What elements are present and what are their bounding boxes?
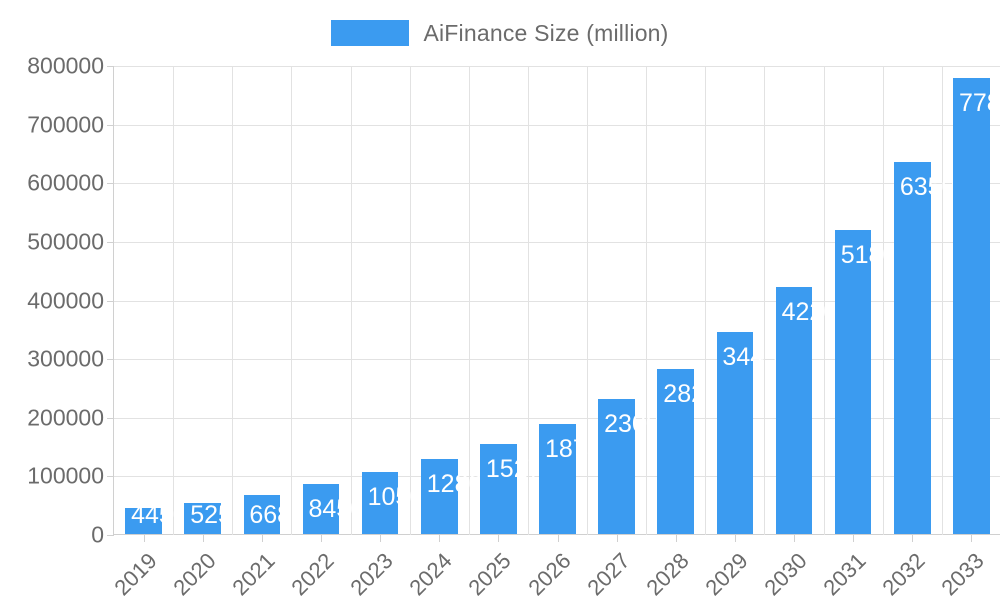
vertical-gridline bbox=[291, 66, 292, 535]
x-axis-tick-label: 2033 bbox=[936, 548, 990, 600]
bar[interactable] bbox=[953, 77, 990, 534]
x-axis-tick-label: 2022 bbox=[286, 548, 339, 600]
plot-area: 0 100000 200000 300000 400000 500000 600000 700… bbox=[27, 53, 1000, 600]
y-axis-tick-label: 200000 bbox=[27, 404, 104, 431]
vertical-gridline bbox=[587, 66, 588, 535]
y-axis-tick-mark bbox=[107, 417, 114, 419]
x-axis-tick-label: 2026 bbox=[522, 548, 576, 600]
bar[interactable] bbox=[775, 286, 813, 534]
vertical-gridline bbox=[351, 66, 352, 535]
bar[interactable] bbox=[716, 332, 754, 534]
x-axis-tick-mark bbox=[676, 535, 677, 542]
x-axis-tick-label: 2024 bbox=[404, 548, 457, 600]
gridline bbox=[114, 241, 1000, 243]
x-axis-tick-label: 2027 bbox=[582, 548, 635, 600]
gridline bbox=[114, 183, 1000, 185]
bar[interactable] bbox=[184, 503, 222, 534]
x-axis-tick-label: 2021 bbox=[227, 548, 280, 600]
bars-group: 44500 52500 66800 84500 105060 128000 152795 18… bbox=[114, 65, 1000, 534]
bar[interactable] bbox=[420, 458, 458, 534]
x-axis-tick-label: 2028 bbox=[641, 548, 694, 600]
vertical-gridline bbox=[764, 66, 765, 535]
bar[interactable] bbox=[125, 507, 162, 534]
y-axis-tick-mark bbox=[107, 124, 114, 126]
chart-legend: AiFinance Size (million) bbox=[0, 14, 1000, 52]
y-axis-tick-mark bbox=[107, 476, 114, 478]
x-axis-tick-mark bbox=[912, 535, 913, 542]
vertical-gridline bbox=[528, 66, 529, 535]
vertical-gridline bbox=[824, 66, 825, 535]
vertical-gridline bbox=[646, 66, 647, 535]
gridline bbox=[114, 359, 1000, 361]
gridline bbox=[114, 417, 1000, 419]
y-axis-tick-label: 800000 bbox=[27, 52, 104, 79]
vertical-gridline bbox=[469, 66, 470, 535]
y-axis-tick-label: 700000 bbox=[27, 111, 104, 138]
y-axis-tick-mark bbox=[107, 535, 114, 536]
bar[interactable] bbox=[302, 484, 340, 534]
x-axis-tick-mark bbox=[617, 535, 618, 542]
bar[interactable] bbox=[893, 161, 931, 534]
x-axis-tick-mark bbox=[735, 535, 736, 542]
x-axis-tick-mark bbox=[794, 535, 795, 542]
gridline bbox=[114, 124, 1000, 126]
legend-swatch-aifinance-size[interactable] bbox=[331, 20, 410, 46]
y-axis-tick-label: 0 bbox=[91, 521, 104, 548]
vertical-gridline bbox=[883, 66, 884, 535]
y-axis-tick-label: 400000 bbox=[27, 287, 104, 313]
y-axis-tick-label: 100000 bbox=[27, 462, 104, 489]
x-axis-tick-label: 2031 bbox=[818, 548, 871, 600]
x-axis-tick-label: 2023 bbox=[345, 548, 398, 600]
x-axis-tick-label: 2019 bbox=[108, 548, 162, 600]
x-axis-tick-label: 2029 bbox=[700, 548, 753, 600]
x-axis-tick-mark bbox=[380, 535, 381, 542]
y-axis-tick-mark bbox=[107, 183, 114, 185]
bar[interactable] bbox=[657, 368, 695, 534]
bar[interactable] bbox=[539, 424, 576, 534]
x-axis-tick-mark bbox=[144, 535, 145, 542]
x-axis-tick-mark bbox=[262, 535, 263, 542]
x-axis-tick-label: 2030 bbox=[759, 548, 812, 600]
x-axis-tick-mark bbox=[321, 535, 322, 542]
vertical-gridline bbox=[705, 66, 706, 535]
bar[interactable] bbox=[361, 472, 399, 534]
bar[interactable] bbox=[480, 444, 517, 534]
y-axis-tick-mark bbox=[107, 359, 114, 361]
gridline bbox=[114, 66, 1000, 67]
vertical-gridline bbox=[942, 66, 943, 535]
bar[interactable] bbox=[598, 399, 635, 534]
vertical-gridline bbox=[232, 66, 233, 535]
x-axis-tick-mark bbox=[558, 535, 559, 542]
y-axis-tick-mark bbox=[107, 241, 114, 243]
x-axis-tick-label: 2020 bbox=[168, 548, 221, 600]
vertical-gridline bbox=[173, 66, 174, 535]
bar[interactable] bbox=[834, 230, 872, 534]
x-axis-tick-mark bbox=[498, 535, 499, 542]
x-axis-tick-mark bbox=[853, 535, 854, 542]
x-axis-tick-mark bbox=[971, 535, 972, 542]
bar[interactable] bbox=[243, 494, 281, 534]
vertical-gridline bbox=[410, 66, 411, 535]
legend-label-aifinance-size[interactable]: AiFinance Size (million) bbox=[423, 19, 669, 46]
y-axis-tick-mark bbox=[107, 300, 114, 302]
y-axis-tick-label: 300000 bbox=[27, 345, 104, 372]
x-axis-tick-mark bbox=[203, 535, 204, 542]
y-axis-tick-label: 600000 bbox=[27, 169, 104, 196]
x-axis-tick-label: 2025 bbox=[463, 548, 517, 600]
x-axis-tick-label: 2032 bbox=[877, 548, 930, 600]
y-axis-tick-label: 500000 bbox=[27, 228, 104, 255]
y-axis-tick-mark bbox=[107, 66, 114, 67]
x-axis-tick-mark bbox=[439, 535, 440, 542]
gridline bbox=[114, 300, 1000, 302]
